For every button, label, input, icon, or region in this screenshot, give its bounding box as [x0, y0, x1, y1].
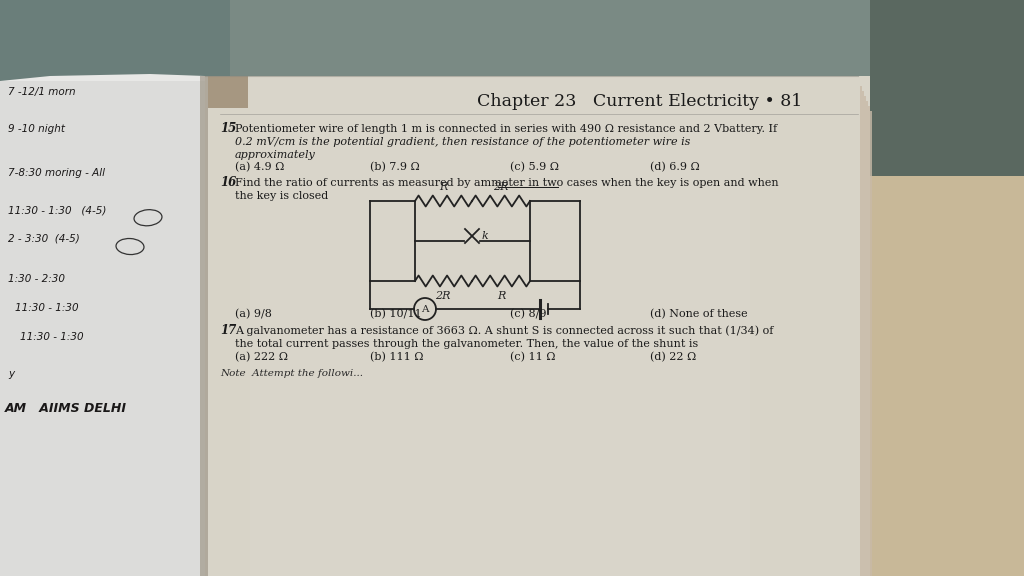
Text: (c) 5.9 Ω: (c) 5.9 Ω	[510, 162, 559, 172]
Bar	[208, 76, 248, 108]
Bar	[866, 101, 868, 576]
Text: the key is closed: the key is closed	[234, 191, 329, 201]
Bar	[200, 76, 208, 576]
Polygon shape	[870, 0, 1024, 576]
Text: (c) 11 Ω: (c) 11 Ω	[510, 352, 555, 362]
Text: 11:30 - 1:30: 11:30 - 1:30	[15, 303, 79, 313]
Text: 11:30 - 1:30   (4-5): 11:30 - 1:30 (4-5)	[8, 205, 106, 215]
Bar	[550, 76, 650, 576]
Bar	[450, 76, 550, 576]
Polygon shape	[0, 0, 230, 86]
Text: (b) 111 Ω: (b) 111 Ω	[370, 352, 424, 362]
Text: y: y	[8, 369, 14, 379]
Text: Potentiometer wire of length 1 m is connected in series with 490 Ω resistance an: Potentiometer wire of length 1 m is conn…	[234, 124, 777, 134]
Text: 0.2 mV/cm is the potential gradient, then resistance of the potentiometer wire i: 0.2 mV/cm is the potential gradient, the…	[234, 137, 690, 147]
Bar	[650, 76, 750, 576]
Polygon shape	[0, 81, 205, 576]
Text: Find the ratio of currents as measured by ammeter in two cases when the key is o: Find the ratio of currents as measured b…	[234, 178, 778, 188]
Bar	[864, 96, 866, 576]
Polygon shape	[205, 76, 870, 576]
Text: 11:30 - 1:30: 11:30 - 1:30	[20, 332, 84, 342]
Bar	[860, 86, 862, 576]
Text: (b) 10/11: (b) 10/11	[370, 309, 422, 319]
Text: (a) 222 Ω: (a) 222 Ω	[234, 352, 288, 362]
Text: 9 -10 night: 9 -10 night	[8, 124, 65, 134]
Text: (d) 6.9 Ω: (d) 6.9 Ω	[650, 162, 699, 172]
Text: k: k	[482, 231, 488, 241]
Text: 16: 16	[220, 176, 237, 190]
Text: 17: 17	[220, 324, 237, 338]
Text: A: A	[421, 305, 429, 313]
Text: R: R	[497, 291, 505, 301]
Text: 2 - 3:30  (4-5): 2 - 3:30 (4-5)	[8, 234, 80, 244]
Text: Chapter 23   Current Electricity • 81: Chapter 23 Current Electricity • 81	[477, 93, 803, 109]
Text: (d) 22 Ω: (d) 22 Ω	[650, 352, 696, 362]
Text: 1:30 - 2:30: 1:30 - 2:30	[8, 274, 65, 284]
Text: the total current passes through the galvanometer. Then, the value of the shunt : the total current passes through the gal…	[234, 339, 698, 349]
Text: (a) 9/8: (a) 9/8	[234, 309, 272, 319]
Text: A galvanometer has a resistance of 3663 Ω. A shunt S is connected across it such: A galvanometer has a resistance of 3663 …	[234, 325, 773, 336]
Text: Note  Attempt the followi...: Note Attempt the followi...	[220, 369, 362, 377]
Text: R: R	[439, 182, 447, 192]
Text: (a) 4.9 Ω: (a) 4.9 Ω	[234, 162, 285, 172]
Text: (b) 7.9 Ω: (b) 7.9 Ω	[370, 162, 420, 172]
Polygon shape	[0, 74, 205, 81]
Bar	[250, 76, 350, 576]
Polygon shape	[230, 0, 870, 76]
Text: 7-8:30 moring - All: 7-8:30 moring - All	[8, 168, 105, 177]
Text: approximately: approximately	[234, 150, 315, 160]
Text: 15: 15	[220, 123, 237, 135]
Text: (c) 8/9: (c) 8/9	[510, 309, 547, 319]
Text: 2R: 2R	[494, 182, 509, 192]
Bar	[868, 106, 870, 576]
Polygon shape	[870, 0, 1024, 176]
Bar	[862, 91, 864, 576]
Bar	[350, 76, 450, 576]
Bar	[870, 111, 872, 576]
Text: 7 -12/1 morn: 7 -12/1 morn	[8, 87, 76, 97]
Text: 2R: 2R	[435, 291, 451, 301]
Text: AM   AIIMS DELHI: AM AIIMS DELHI	[5, 402, 127, 415]
Text: (d) None of these: (d) None of these	[650, 309, 748, 319]
